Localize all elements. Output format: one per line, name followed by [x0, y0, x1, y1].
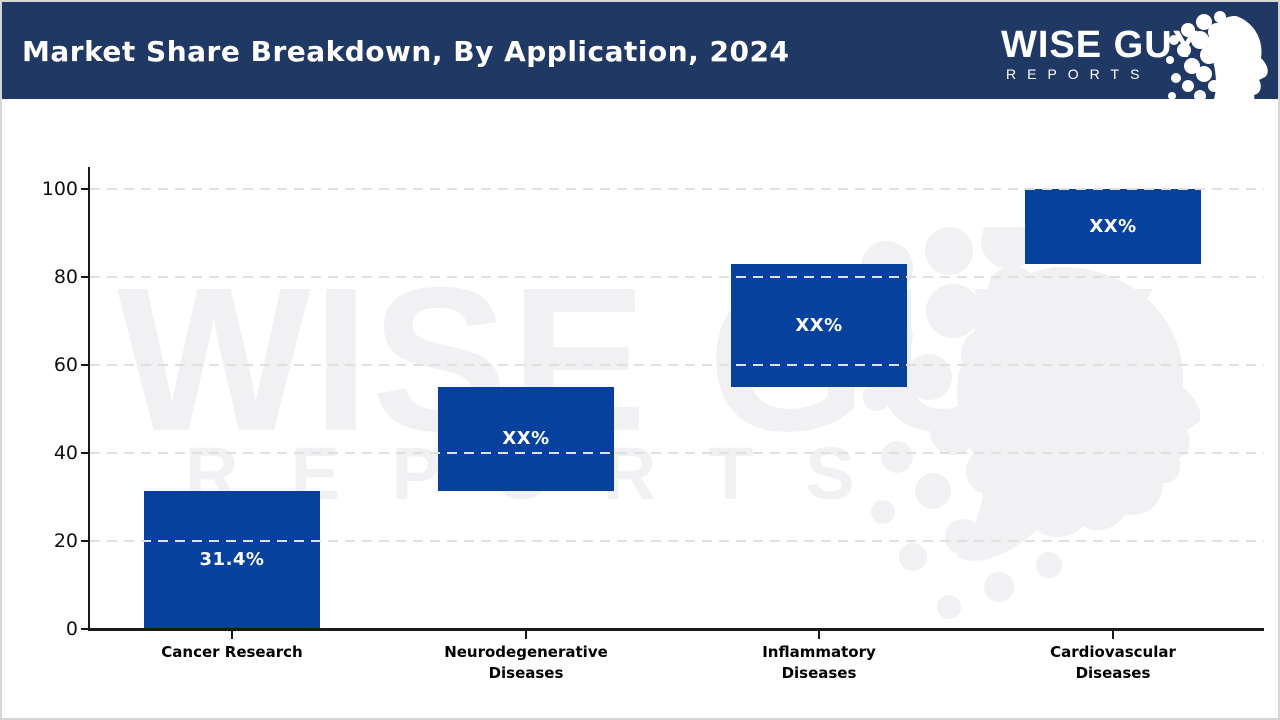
- category-label-cardiovascular-diseases: Cardiovascular Diseases: [1050, 643, 1176, 682]
- gridline-40: [90, 452, 1264, 454]
- y-tick-mark-40: [81, 452, 89, 454]
- gridline-20: [90, 540, 1264, 542]
- y-tick-mark-80: [81, 276, 89, 278]
- y-tick-label-40: 40: [53, 442, 78, 464]
- y-axis-line: [88, 167, 90, 631]
- bar-value-label-cancer-research: 31.4%: [199, 549, 265, 571]
- y-tick-mark-20: [81, 540, 89, 542]
- gridline-80: [90, 276, 1264, 278]
- y-tick-mark-100: [81, 188, 89, 190]
- category-label-cancer-research: Cancer Research: [161, 643, 303, 661]
- gridline-100: [90, 188, 1264, 190]
- chart-canvas: WISE GUY REPORTS 02040608010031.4%Cancer…: [2, 99, 1278, 718]
- logo-wordmark: WISE GUY: [1001, 24, 1200, 66]
- x-tick-mark-cardiovascular-diseases: [1112, 631, 1114, 639]
- y-tick-label-100: 100: [41, 178, 78, 200]
- plot-area: 0 20 40 60 80 100 31.4% Cancer Research XX% Neuro…: [2, 99, 1278, 718]
- x-axis-line: [88, 628, 1264, 631]
- x-tick-mark-inflammatory-diseases: [818, 631, 820, 639]
- logo-subtext: REPORTS: [1006, 66, 1151, 82]
- bar-value-label-inflammatory-diseases: XX%: [795, 314, 843, 336]
- bar-neurodegenerative-diseases: XX%: [438, 387, 614, 491]
- category-label-neurodegenerative-diseases: Neurodegenerative Diseases: [444, 643, 608, 682]
- y-tick-label-0: 0: [65, 618, 78, 640]
- y-tick-label-20: 20: [53, 530, 78, 552]
- bar-value-label-neurodegenerative-diseases: XX%: [502, 428, 550, 450]
- bar-inflammatory-diseases: XX%: [731, 263, 907, 387]
- y-tick-mark-60: [81, 364, 89, 366]
- category-label-inflammatory-diseases: Inflammatory Diseases: [762, 643, 876, 682]
- x-tick-mark-cancer-research: [231, 631, 233, 639]
- brand-logo: WISE GUY REPORTS: [1001, 8, 1268, 126]
- y-tick-mark-0: [81, 628, 89, 630]
- bar-cancer-research: 31.4%: [144, 490, 320, 629]
- header-bar: Market Share Breakdown, By Application, …: [2, 2, 1278, 126]
- page-title: Market Share Breakdown, By Application, …: [22, 35, 790, 68]
- bar-value-label-cardiovascular-diseases: XX%: [1089, 215, 1137, 237]
- y-tick-label-60: 60: [53, 354, 78, 376]
- logo-head-icon: [1166, 11, 1268, 126]
- y-tick-label-80: 80: [53, 266, 78, 288]
- bar-cardiovascular-diseases: XX%: [1025, 189, 1201, 264]
- gridline-60: [90, 364, 1264, 366]
- x-tick-mark-neurodegenerative-diseases: [525, 631, 527, 639]
